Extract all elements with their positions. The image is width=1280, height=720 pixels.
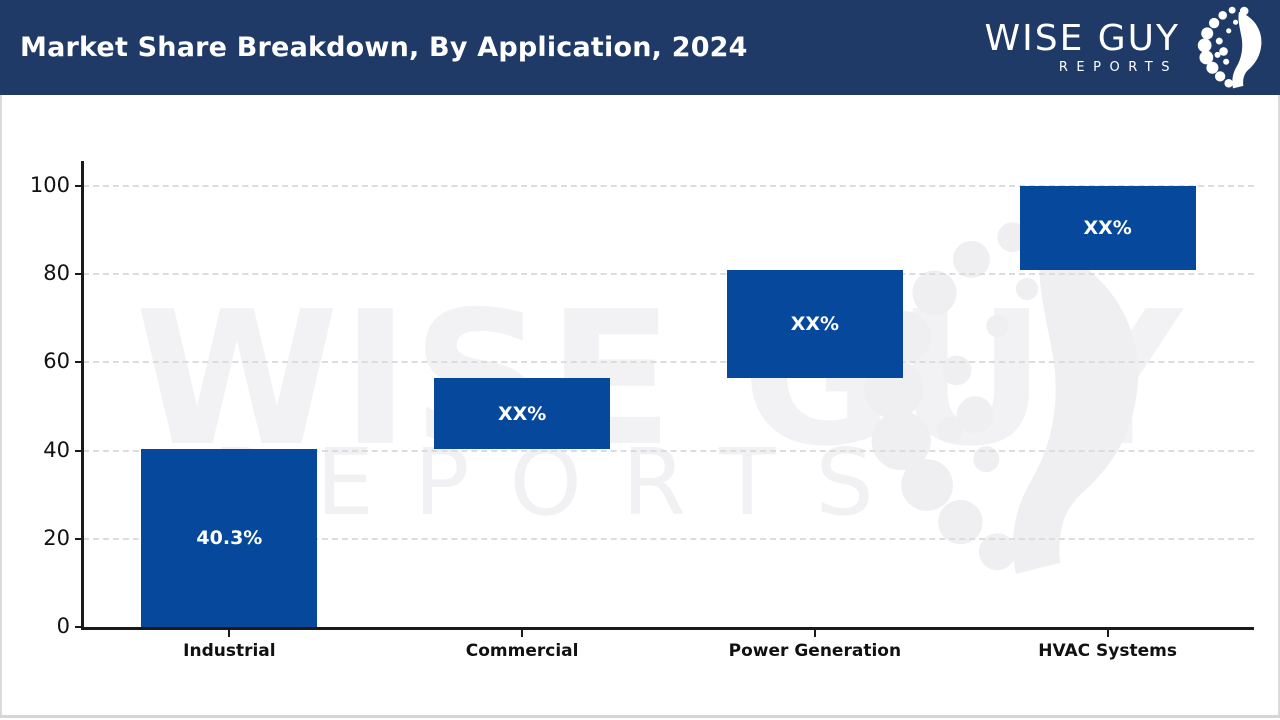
x-tick-mark [813,630,816,637]
page-bottom-border [0,715,1280,718]
x-axis-line [81,627,1254,630]
logo-wordmark-block: WISE GUY REPORTS [984,17,1181,75]
bar: 40.3% [141,449,318,627]
x-tick-mark [1106,630,1109,637]
bar: XX% [1019,186,1196,270]
y-tick-label: 20 [43,525,70,550]
gridline [83,537,1254,540]
y-axis-line [81,161,84,630]
x-axis-label: Industrial [183,641,276,661]
logo-subtext: REPORTS [1058,59,1178,75]
waterfall-chart: WISE GUY REPORTS 0 20 40 60 80 100 40.3% Indust… [0,95,1280,720]
x-axis-label: HVAC Systems [1038,641,1177,661]
y-tick-mark [75,537,83,540]
page-left-border [0,95,2,715]
bar: XX% [726,269,903,378]
bar-value-label: XX% [790,312,840,335]
y-tick-mark [75,185,83,187]
y-tick-label: 100 [29,173,70,197]
y-tick-mark [75,626,83,628]
header-banner: Market Share Breakdown, By Application, … [0,0,1280,95]
bar-value-label: XX% [1083,216,1132,239]
bar-value-label: XX% [497,402,547,425]
y-tick-label: 40 [43,437,70,462]
y-tick-mark [75,361,83,364]
y-tick-label: 80 [43,261,70,286]
watermark-subtext: REPORTS [212,429,914,536]
gridline [83,185,1254,187]
gridline [83,361,1254,364]
x-axis-label: Commercial [465,641,579,661]
y-tick-mark [75,449,83,452]
y-tick-label: 60 [43,349,70,374]
bar-value-label: 40.3% [196,527,263,550]
bar: XX% [434,377,611,450]
watermark-wordmark: WISE GUY [135,271,1184,487]
x-tick-mark [228,630,231,637]
y-tick-label: 0 [56,614,70,638]
x-axis-label: Power Generation [728,641,902,661]
logo-wordmark: WISE GUY [984,17,1180,59]
page-title: Market Share Breakdown, By Application, … [20,32,748,63]
wise-guy-reports-logo: WISE GUY REPORTS [985,3,1271,93]
gridline [83,273,1254,276]
gridline [83,449,1254,452]
x-tick-mark [521,630,524,637]
y-tick-mark [75,273,83,276]
page-right-border [1278,95,1280,715]
logo-head-icon [1197,6,1262,88]
